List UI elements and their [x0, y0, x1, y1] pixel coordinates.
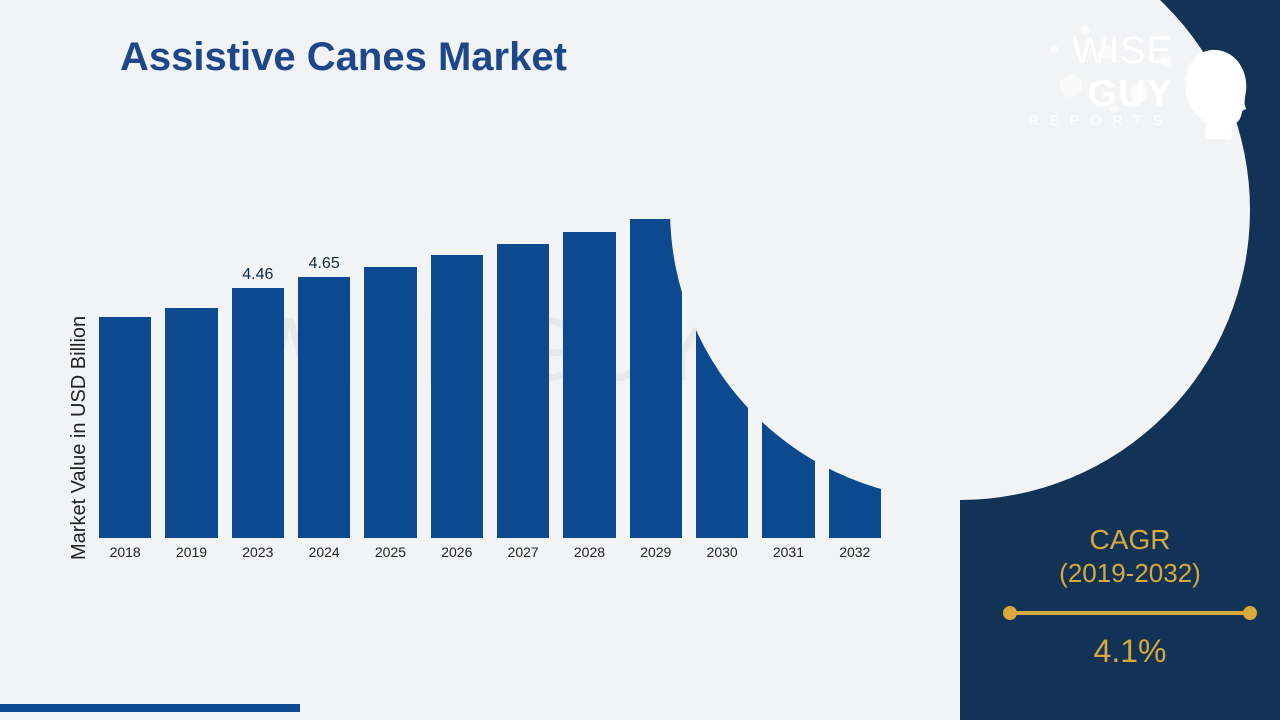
bar-category-label: 2019	[176, 544, 207, 560]
bar-value-label: 4.46	[242, 266, 273, 284]
y-axis-label: Market Value in USD Billion	[68, 316, 91, 560]
bar-category-label: 2031	[773, 544, 804, 560]
chart-title: Assistive Canes Market	[120, 35, 567, 80]
bar	[232, 288, 284, 538]
bar	[497, 244, 549, 538]
bar-wrap: 4.65 2024	[298, 255, 350, 560]
bar-wrap: 4.46 2023	[232, 266, 284, 560]
bar	[364, 267, 416, 538]
bar-wrap: 2025	[364, 245, 416, 560]
brand-line1: WISE GUY	[988, 30, 1173, 116]
bar-category-label: 2018	[110, 544, 141, 560]
bar-category-label: 2025	[375, 544, 406, 560]
bar-category-label: 2032	[839, 544, 870, 560]
cagr-block: CAGR (2019-2032) 4.1%	[980, 524, 1280, 670]
head-icon	[1174, 48, 1254, 143]
bar	[99, 317, 151, 538]
bar	[630, 219, 682, 538]
right-panel: WISE GUY REPORTS CAGR (2019-2032) 4.1%	[960, 0, 1280, 720]
bar-category-label: 2024	[309, 544, 340, 560]
brand-wise: WISE	[1072, 30, 1173, 72]
brand-guy: GUY	[1088, 73, 1173, 115]
brand-line2: REPORTS	[988, 112, 1173, 128]
bar-wrap: 2028	[563, 210, 615, 560]
page-root: WISE GUY Assistive Canes Market Market V…	[0, 0, 1280, 720]
bar-wrap: 2018	[99, 295, 151, 560]
cagr-period: (2019-2032)	[980, 558, 1280, 589]
bar-wrap: 2027	[497, 222, 549, 560]
cagr-title: CAGR	[980, 524, 1280, 556]
bar	[563, 232, 615, 538]
bar	[431, 255, 483, 538]
bar-category-label: 2028	[574, 544, 605, 560]
brand-logo: WISE GUY REPORTS	[988, 30, 1258, 128]
bar-value-label: 4.65	[309, 255, 340, 273]
bar-wrap: 2019	[165, 286, 217, 560]
bar-wrap: 2026	[431, 233, 483, 560]
bar	[165, 308, 217, 538]
bar-category-label: 2027	[508, 544, 539, 560]
bar	[298, 277, 350, 538]
bar-category-label: 2029	[640, 544, 671, 560]
cagr-value: 4.1%	[980, 633, 1280, 670]
bottom-bar-accent	[0, 704, 300, 712]
bar-category-label: 2023	[242, 544, 273, 560]
bar-category-label: 2026	[441, 544, 472, 560]
bar-category-label: 2030	[707, 544, 738, 560]
cagr-divider	[1010, 611, 1250, 615]
